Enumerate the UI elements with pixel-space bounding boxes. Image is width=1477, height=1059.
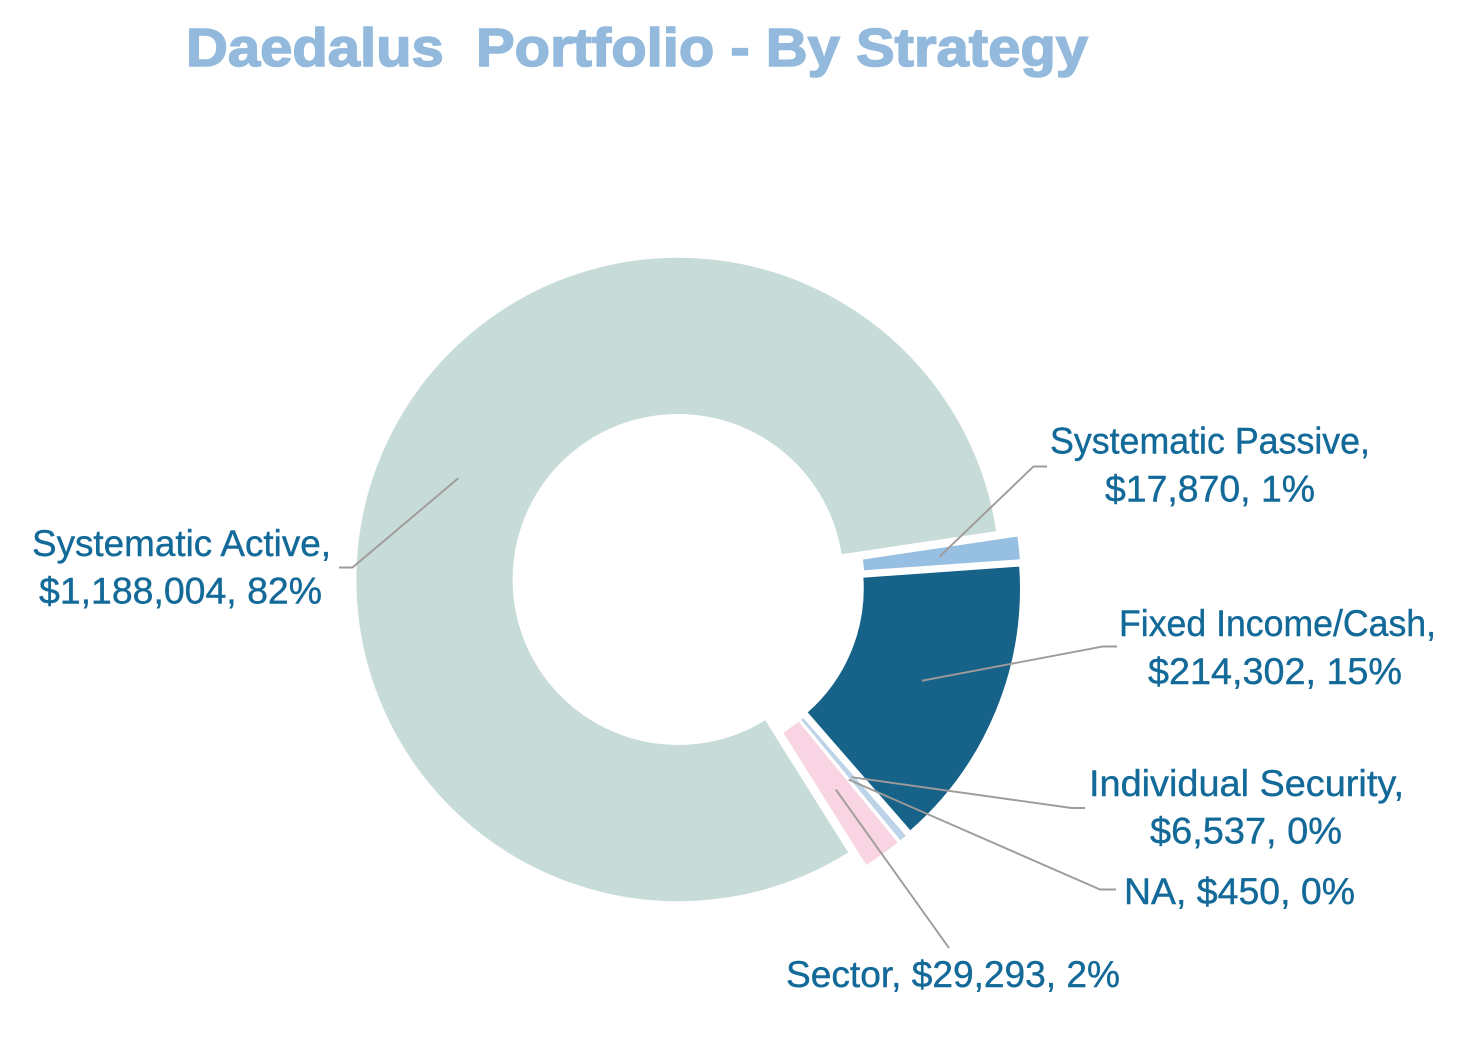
svg-text:$6,537, 0%: $6,537, 0%	[1150, 811, 1342, 852]
svg-text:Daedalus Portfolio - By Strat: Daedalus Portfolio - By Strategy	[186, 18, 1088, 78]
svg-text:Fixed Income/Cash,: Fixed Income/Cash,	[1119, 603, 1436, 644]
svg-text:Systematic Passive,: Systematic Passive,	[1050, 421, 1370, 462]
svg-text:Individual Security,: Individual Security,	[1089, 763, 1404, 804]
svg-text:Sector, $29,293, 2%: Sector, $29,293, 2%	[786, 954, 1120, 995]
svg-text:NA, $450, 0%: NA, $450, 0%	[1124, 871, 1355, 912]
svg-text:$17,870, 1%: $17,870, 1%	[1105, 469, 1315, 510]
svg-text:$214,302, 15%: $214,302, 15%	[1148, 651, 1402, 692]
svg-text:$1,188,004, 82%: $1,188,004, 82%	[39, 571, 322, 612]
svg-text:Systematic Active,: Systematic Active,	[32, 523, 331, 564]
